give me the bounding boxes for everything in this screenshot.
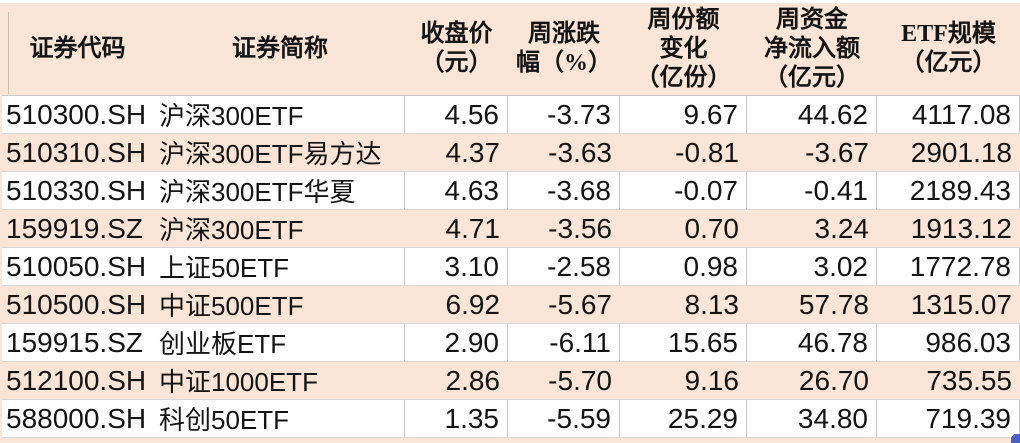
cell-chg[interactable]: -5.59 bbox=[508, 400, 620, 437]
cell-share[interactable]: 7.80 bbox=[620, 438, 747, 443]
cell-code[interactable]: 510310.SH bbox=[6, 136, 147, 168]
adjacent-column-sliver bbox=[0, 3, 2, 443]
cell-inflow[interactable]: 46.78 bbox=[747, 324, 877, 361]
cell-name[interactable]: 沪深300ETF华夏 bbox=[155, 172, 405, 209]
table-row: 159915.SZ 创业板ETF 2.90 -6.11 15.65 46.78 986.03 bbox=[0, 324, 1020, 362]
column-header-inflow[interactable]: 周资金 净流入额 （亿元） bbox=[764, 6, 860, 91]
cell-scale[interactable]: 1913.12 bbox=[910, 212, 1012, 244]
table-row: 510300.SH 沪深300ETF 4.56 -3.73 9.67 44.62 4117.… bbox=[0, 96, 1020, 134]
cell-chg[interactable]: -6.11 bbox=[508, 324, 620, 361]
table-body: 510300.SH 沪深300ETF 4.56 -3.73 9.67 44.62 4117.… bbox=[0, 96, 1020, 443]
cell-scale[interactable]: 735.55 bbox=[926, 364, 1012, 396]
column-header-share[interactable]: 周份额 变化 （亿份） bbox=[635, 6, 732, 91]
cell-close[interactable]: 4.37 bbox=[445, 136, 501, 168]
cell-chg[interactable]: -5.70 bbox=[508, 438, 620, 443]
cell-code[interactable]: 588000.SH bbox=[6, 402, 147, 434]
cell-inflow[interactable]: 3.24 bbox=[814, 212, 870, 244]
cell-chg[interactable]: -3.68 bbox=[508, 172, 620, 209]
cell-close[interactable]: 2.90 bbox=[405, 324, 508, 361]
table-row: 510050.SH 上证50ETF 3.10 -2.58 0.98 3.02 1772.78 bbox=[0, 248, 1020, 286]
cell-code[interactable]: 510300.SH bbox=[6, 98, 147, 130]
cell-chg[interactable]: -3.73 bbox=[508, 96, 620, 133]
cell-close[interactable]: 4.56 bbox=[405, 96, 508, 133]
cell-name[interactable]: 创业板ETF bbox=[155, 324, 405, 361]
cell-close[interactable]: 2.86 bbox=[445, 364, 501, 396]
cell-inflow[interactable]: 44.62 bbox=[747, 96, 877, 133]
cell-inflow[interactable]: 3.02 bbox=[747, 248, 877, 285]
cell-close[interactable]: 1.35 bbox=[405, 400, 508, 437]
cell-chg[interactable]: -2.58 bbox=[508, 248, 620, 285]
cell-share[interactable]: 9.16 bbox=[684, 364, 740, 396]
cell-scale[interactable]: 1315.07 bbox=[910, 288, 1012, 320]
column-header-chg[interactable]: 周涨跌 幅（%） bbox=[516, 21, 612, 76]
cell-inflow[interactable]: 34.80 bbox=[747, 400, 877, 437]
cell-close[interactable]: 4.63 bbox=[405, 172, 508, 209]
table-row: 510310.SH 沪深300ETF易方达 4.37 -3.63 -0.81 -3.67 2… bbox=[0, 134, 1020, 172]
autofill-handle-icon[interactable] bbox=[1011, 434, 1020, 443]
cell-chg[interactable]: -5.70 bbox=[548, 364, 612, 396]
cell-code[interactable]: 588080.SH bbox=[0, 438, 155, 443]
cell-name[interactable]: 中证1000ETF bbox=[159, 367, 318, 397]
cell-share[interactable]: 0.70 bbox=[684, 212, 740, 244]
cell-inflow[interactable]: 26.70 bbox=[798, 364, 869, 396]
cell-scale[interactable]: 4117.08 bbox=[877, 96, 1020, 133]
cell-inflow[interactable]: -3.67 bbox=[805, 136, 869, 168]
cell-code[interactable]: 510330.SH bbox=[6, 174, 147, 206]
cell-scale[interactable]: 2901.18 bbox=[910, 136, 1012, 168]
cell-share[interactable]: 15.65 bbox=[620, 324, 747, 361]
cell-share[interactable]: 8.13 bbox=[684, 288, 740, 320]
cell-inflow[interactable]: 57.78 bbox=[798, 288, 869, 320]
cell-chg[interactable]: -3.63 bbox=[548, 136, 612, 168]
cell-code[interactable]: 159919.SZ bbox=[6, 212, 143, 244]
cell-code[interactable]: 512100.SH bbox=[6, 364, 147, 396]
column-header-name[interactable]: 证券简称 bbox=[232, 35, 328, 62]
table-row: 512100.SH 中证1000ETF 2.86 -5.70 9.16 26.70 735.… bbox=[0, 362, 1020, 400]
cell-name[interactable]: 中证500ETF bbox=[159, 291, 304, 321]
table-header-row: 证券代码 证券简称 收盘价 （元） 周涨跌 幅（%） 周份额 变化 （亿份） 周资金 净流… bbox=[0, 3, 1020, 96]
column-header-code[interactable]: 证券代码 bbox=[29, 35, 126, 62]
table-row: 588000.SH 科创50ETF 1.35 -5.59 25.29 34.80 719.3… bbox=[0, 400, 1020, 438]
cell-name[interactable]: 科创50ETF bbox=[155, 400, 405, 437]
cell-name[interactable]: 沪深300ETF bbox=[159, 215, 304, 245]
table-row: 588080.SH科创板50ETF1.31-5.707.8010.40672.1… bbox=[0, 438, 1020, 443]
cell-close[interactable]: 3.10 bbox=[405, 248, 508, 285]
cell-share[interactable]: 25.29 bbox=[620, 400, 747, 437]
cell-close[interactable]: 1.31 bbox=[405, 438, 508, 443]
cell-name[interactable]: 科创板50ETF bbox=[155, 438, 405, 443]
table-row: 510500.SH 中证500ETF 6.92 -5.67 8.13 57.78 1315.… bbox=[0, 286, 1020, 324]
cell-chg[interactable]: -3.56 bbox=[548, 212, 612, 244]
cell-inflow[interactable]: 10.40 bbox=[747, 438, 877, 443]
cell-scale[interactable]: 2189.43 bbox=[877, 172, 1020, 209]
header-gridline bbox=[8, 12, 9, 94]
cell-close[interactable]: 6.92 bbox=[445, 288, 501, 320]
cell-share[interactable]: 9.67 bbox=[620, 96, 747, 133]
cell-scale[interactable]: 986.03 bbox=[877, 324, 1020, 361]
cell-code[interactable]: 159915.SZ bbox=[6, 326, 143, 358]
cell-chg[interactable]: -5.67 bbox=[548, 288, 612, 320]
cell-share[interactable]: 0.98 bbox=[620, 248, 747, 285]
cell-share[interactable]: -0.81 bbox=[675, 136, 739, 168]
cell-code[interactable]: 510500.SH bbox=[6, 288, 147, 320]
cell-scale[interactable]: 672.16 bbox=[877, 438, 1020, 443]
cell-scale[interactable]: 1772.78 bbox=[877, 248, 1020, 285]
cell-inflow[interactable]: -0.41 bbox=[747, 172, 877, 209]
cell-name[interactable]: 沪深300ETF易方达 bbox=[159, 139, 382, 169]
column-header-scale[interactable]: ETF规模 （亿元） bbox=[900, 21, 997, 76]
cell-close[interactable]: 4.71 bbox=[445, 212, 501, 244]
table-row: 159919.SZ 沪深300ETF 4.71 -3.56 0.70 3.24 1913.1… bbox=[0, 210, 1020, 248]
column-header-close[interactable]: 收盘价 （元） bbox=[420, 21, 493, 76]
cell-name[interactable]: 上证50ETF bbox=[155, 248, 405, 285]
table-row: 510330.SH 沪深300ETF华夏 4.63 -3.68 -0.07 -0.41 21… bbox=[0, 172, 1020, 210]
cell-share[interactable]: -0.07 bbox=[620, 172, 747, 209]
cell-scale[interactable]: 719.39 bbox=[877, 400, 1020, 437]
cell-name[interactable]: 沪深300ETF bbox=[155, 96, 405, 133]
cell-code[interactable]: 510050.SH bbox=[6, 250, 147, 282]
